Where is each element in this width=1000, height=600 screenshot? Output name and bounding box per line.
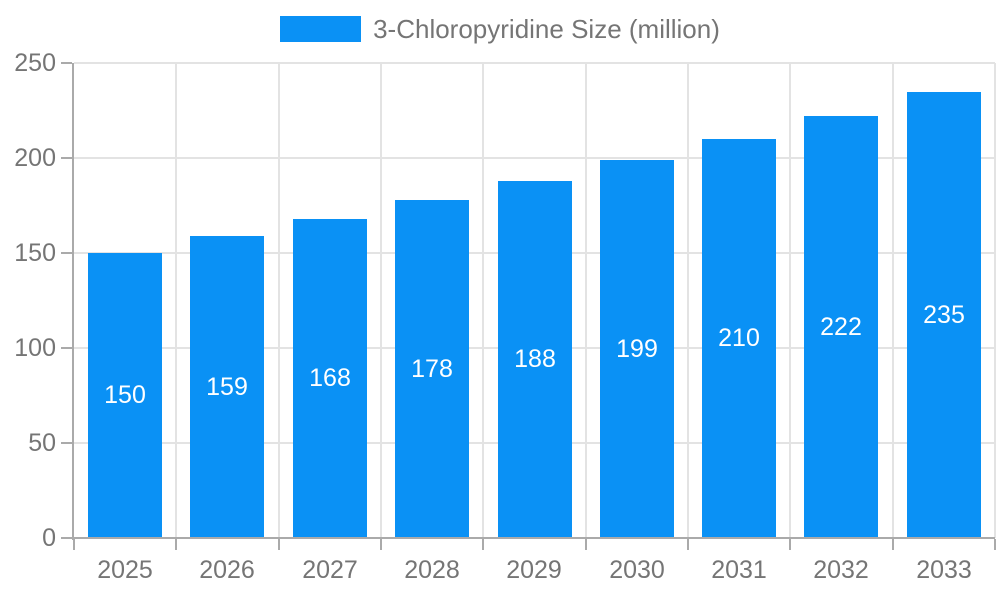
- x-axis-line: [72, 537, 995, 539]
- bar-value-label: 199: [616, 334, 658, 363]
- x-axis-label: 2026: [199, 556, 255, 584]
- bar-value-label: 150: [104, 381, 146, 409]
- bar[interactable]: 210: [702, 139, 776, 538]
- y-axis-tick: [61, 537, 72, 539]
- legend-item[interactable]: 3-Chloropyridine Size (million): [280, 15, 720, 43]
- bar[interactable]: 168: [293, 219, 367, 538]
- y-axis-tick: [61, 442, 72, 444]
- bar[interactable]: 150: [88, 253, 162, 538]
- y-axis-label: 0: [42, 524, 56, 552]
- x-axis-label: 2025: [97, 556, 153, 584]
- x-axis-label: 2027: [302, 556, 358, 584]
- x-gridline: [278, 63, 280, 538]
- bar[interactable]: 178: [395, 200, 469, 538]
- x-gridline: [585, 63, 587, 538]
- x-axis-tick: [278, 539, 280, 550]
- y-gridline: [74, 157, 995, 159]
- x-axis-label: 2033: [916, 556, 972, 584]
- y-axis-label: 50: [28, 429, 56, 457]
- y-axis-label: 150: [14, 239, 56, 267]
- x-gridline: [892, 63, 894, 538]
- x-axis-tick: [789, 539, 791, 550]
- x-axis-tick: [380, 539, 382, 550]
- legend-swatch-icon: [280, 16, 362, 42]
- x-axis-tick: [687, 539, 689, 550]
- bar-value-label: 188: [514, 345, 556, 373]
- x-gridline: [482, 63, 484, 538]
- x-axis-tick: [994, 539, 996, 550]
- x-gridline: [994, 63, 996, 538]
- bar-value-label: 222: [820, 312, 862, 341]
- x-axis-tick: [73, 539, 75, 550]
- y-gridline: [74, 62, 995, 64]
- y-axis-label: 200: [14, 144, 56, 172]
- bar[interactable]: 159: [190, 236, 264, 538]
- bar-value-label: 159: [206, 372, 248, 401]
- y-axis-tick: [61, 157, 72, 159]
- bar[interactable]: 235: [907, 92, 981, 539]
- bar-value-label: 178: [411, 354, 453, 383]
- x-gridline: [175, 63, 177, 538]
- x-axis-label: 2031: [711, 556, 767, 584]
- x-axis-label: 2032: [813, 556, 869, 584]
- legend: 3-Chloropyridine Size (million): [0, 15, 1000, 43]
- x-axis-tick: [175, 539, 177, 550]
- bar[interactable]: 222: [804, 116, 878, 538]
- bar-value-label: 210: [718, 324, 760, 352]
- x-axis-tick: [892, 539, 894, 550]
- x-axis-label: 2029: [506, 556, 562, 584]
- bar-value-label: 168: [309, 364, 351, 392]
- x-gridline: [789, 63, 791, 538]
- bar-value-label: 235: [923, 301, 965, 329]
- x-gridline: [380, 63, 382, 538]
- x-gridline: [687, 63, 689, 538]
- y-axis-label: 100: [14, 334, 56, 362]
- x-axis-tick: [482, 539, 484, 550]
- x-axis-label: 2030: [609, 556, 665, 584]
- x-axis-label: 2028: [404, 556, 460, 584]
- y-axis-line: [72, 63, 74, 540]
- legend-label: 3-Chloropyridine Size (million): [373, 14, 720, 44]
- y-axis-tick: [61, 347, 72, 349]
- y-axis-tick: [61, 62, 72, 64]
- y-axis-tick: [61, 252, 72, 254]
- bar[interactable]: 188: [498, 181, 572, 538]
- x-axis-tick: [585, 539, 587, 550]
- y-axis-label: 250: [14, 49, 56, 77]
- bar[interactable]: 199: [600, 160, 674, 538]
